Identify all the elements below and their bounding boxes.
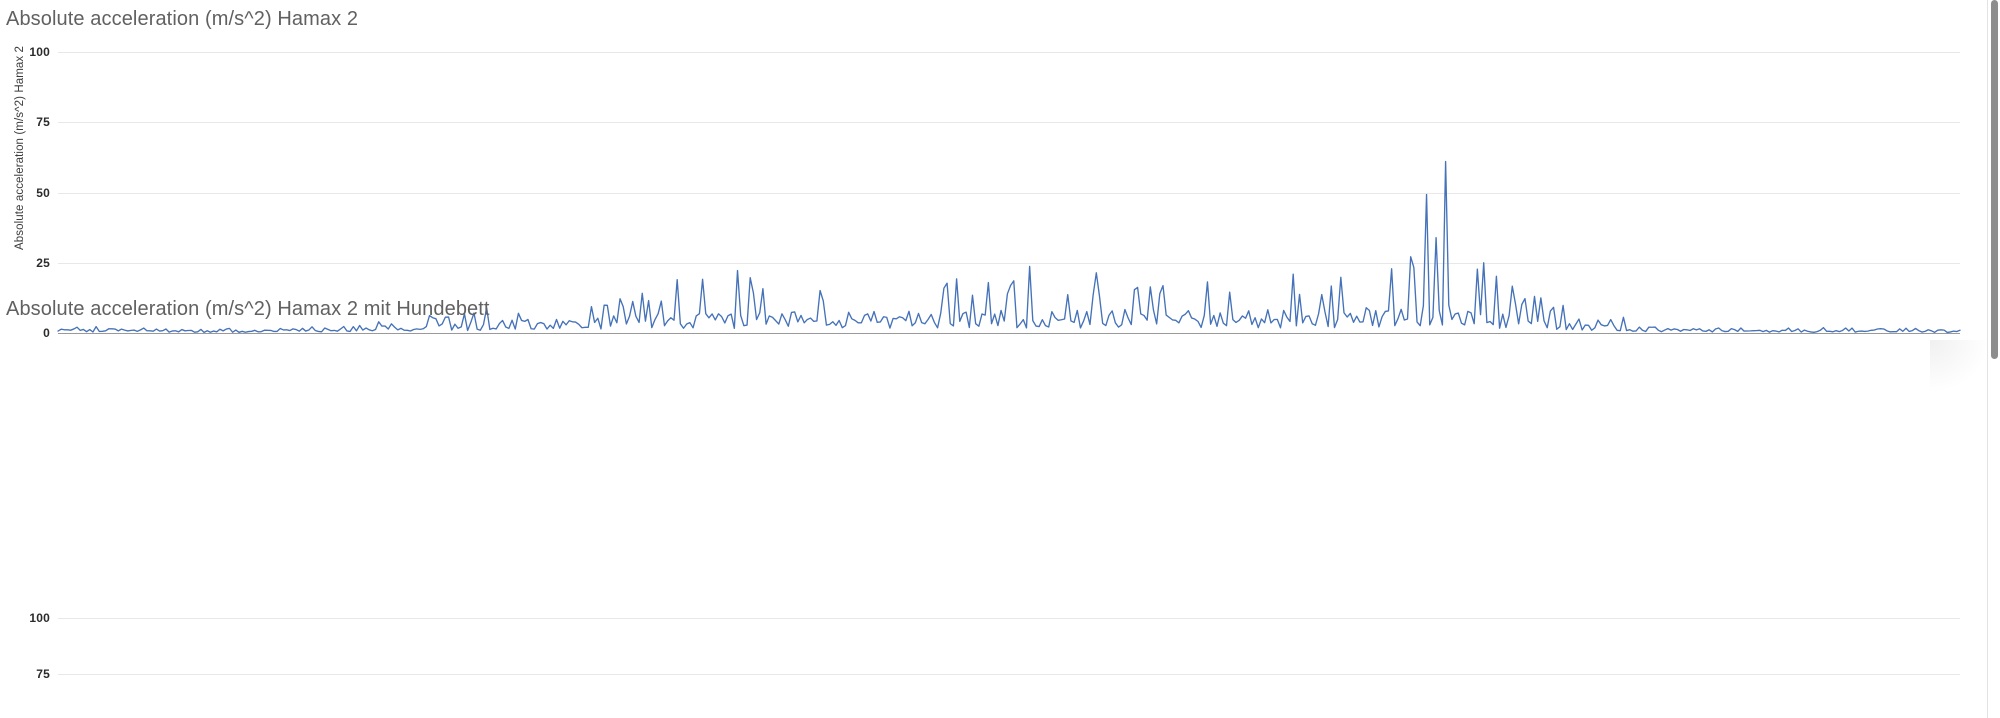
gridline-100 <box>58 52 1960 53</box>
gridline-100 <box>58 618 1960 619</box>
plot-wrap-hamax-2: Absolute acceleration (m/s^2) Hamax 2 10… <box>0 38 1960 343</box>
y-tick-label-50: 50 <box>36 185 50 200</box>
series-path <box>58 162 1960 333</box>
chart-block-hamax-2: Absolute acceleration (m/s^2) Hamax 2 Ab… <box>0 0 1960 350</box>
gridline-25 <box>58 262 1960 264</box>
gridline-75 <box>58 673 1960 675</box>
gridline-50 <box>58 192 1960 194</box>
vertical-scrollbar-thumb[interactable] <box>1991 0 1998 359</box>
series-line-hamax-2-mit-hundebett <box>58 618 1960 718</box>
y-tick-label-75: 75 <box>36 115 50 130</box>
gridline-75 <box>58 122 1960 124</box>
y-tick-labels-hamax-2: 100 75 50 25 0 <box>0 38 58 343</box>
plot-area-hamax-2 <box>58 38 1960 343</box>
y-tick-label-100: 100 <box>29 45 50 59</box>
y-tick-label-25: 25 <box>36 255 50 270</box>
y-tick-label-0: 0 <box>43 326 50 340</box>
vertical-scrollbar-track[interactable] <box>1987 0 2000 718</box>
plot-wrap-hamax-2-mit-hundebett: Absolute acceleration (m/s^2) Hamax 2 mi… <box>0 611 1960 718</box>
chart-block-hamax-2-mit-hundebett: Absolute acceleration (m/s^2) Hamax 2 mi… <box>0 290 1960 718</box>
y-tick-label-75: 75 <box>36 666 50 681</box>
y-tick-label-100: 100 <box>29 611 50 625</box>
plot-area-hamax-2-mit-hundebett <box>58 618 1960 718</box>
chart-title-hamax-2: Absolute acceleration (m/s^2) Hamax 2 <box>6 8 359 30</box>
series-line-hamax-2 <box>58 38 1960 343</box>
zero-line <box>58 333 1960 334</box>
chart-title-hamax-2-mit-hundebett: Absolute acceleration (m/s^2) Hamax 2 mi… <box>6 298 490 320</box>
